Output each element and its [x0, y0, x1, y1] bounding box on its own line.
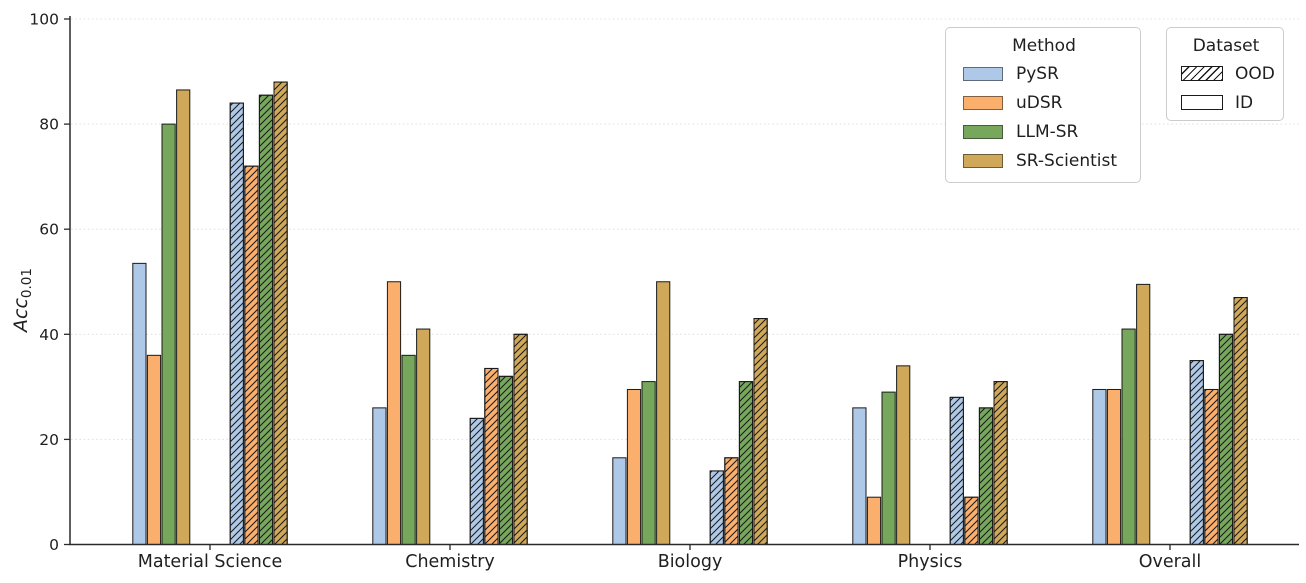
bar-udsr-ood-physics-hatch — [964, 496, 979, 545]
legend-dataset-items: OOD ID — [1179, 59, 1275, 117]
y-axis-label: Acc0.01 — [10, 268, 35, 334]
udsr-swatch-icon — [963, 95, 1003, 110]
bar-pysr-id-biology — [612, 457, 627, 546]
bar-udsr-ood-chemistry-hatch — [484, 367, 499, 545]
bar-sr-scientist-ood-physics-hatch — [993, 381, 1008, 545]
legend-item-label: OOD — [1235, 63, 1275, 84]
gridlines — [71, 18, 1299, 440]
legend-method-title: Method — [1012, 36, 1076, 56]
bar-llm-sr-ood-biology-hatch — [738, 381, 754, 545]
x-tick-label-chemistry: Chemistry — [405, 552, 495, 572]
x-tick-label-biology: Biology — [658, 552, 723, 572]
y-tick-label-40: 40 — [39, 326, 59, 344]
bar-llm-sr-id-biology — [641, 381, 656, 545]
bar-pysr-id-overall — [1092, 388, 1107, 546]
y-tick-label-20: 20 — [39, 431, 59, 449]
bar-pysr-ood-physics-hatch — [949, 396, 964, 545]
legend-item-pysr: PySR — [958, 59, 1130, 88]
bar-pysr-ood-material-science-hatch — [229, 102, 244, 546]
legend-item-label: ID — [1235, 92, 1254, 113]
bar-llm-sr-ood-material-science-hatch — [258, 94, 274, 545]
bar-pysr-ood-biology-hatch — [709, 470, 724, 545]
bar-llm-sr-id-material-science — [161, 123, 176, 545]
legend-method: Method PySR uDSR LLM-SR SR-Scientist — [945, 27, 1141, 183]
bar-sr-scientist-id-chemistry — [416, 328, 431, 546]
legend-item-label: uDSR — [1016, 92, 1063, 113]
id-swatch-icon — [1181, 95, 1223, 110]
bar-pysr-ood-chemistry-hatch — [469, 417, 484, 546]
legend-item-label: PySR — [1016, 63, 1059, 84]
x-tick-label-material-science: Material Science — [138, 552, 283, 572]
bar-udsr-id-biology — [626, 388, 642, 546]
bar-udsr-id-material-science — [146, 354, 162, 545]
bar-udsr-ood-material-science-hatch — [244, 165, 259, 545]
legend-item-sr-scientist: SR-Scientist — [958, 146, 1130, 175]
bar-udsr-ood-overall-hatch — [1204, 388, 1219, 546]
bar-llm-sr-id-physics — [881, 391, 896, 546]
bar-pysr-ood-overall-hatch — [1189, 360, 1204, 546]
legend-method-items: PySR uDSR LLM-SR SR-Scientist — [958, 59, 1130, 175]
bar-llm-sr-ood-overall-hatch — [1218, 333, 1234, 545]
bar-sr-scientist-ood-material-science-hatch — [273, 81, 288, 545]
bars — [132, 81, 1248, 546]
bar-pysr-id-chemistry — [372, 407, 387, 545]
legend-item-id: ID — [1179, 88, 1273, 117]
y-tick-label-100: 100 — [29, 11, 59, 29]
bar-llm-sr-id-chemistry — [401, 354, 416, 545]
bar-pysr-id-material-science — [132, 262, 147, 545]
y-tick-label-80: 80 — [39, 116, 59, 134]
bar-udsr-id-chemistry — [386, 281, 402, 545]
llm-sr-swatch-icon — [963, 124, 1003, 139]
bar-sr-scientist-ood-overall-hatch — [1233, 297, 1248, 546]
bar-udsr-id-overall — [1106, 388, 1122, 546]
legend-item-llm-sr: LLM-SR — [958, 117, 1130, 146]
bar-llm-sr-ood-chemistry-hatch — [498, 375, 514, 545]
bar-sr-scientist-id-biology — [656, 281, 671, 545]
bar-sr-scientist-id-material-science — [176, 89, 191, 545]
y-tick-label-60: 60 — [39, 221, 59, 239]
axes — [64, 16, 1299, 550]
bar-llm-sr-ood-physics-hatch — [978, 407, 994, 545]
legend-item-label: LLM-SR — [1016, 121, 1079, 142]
bar-sr-scientist-ood-chemistry-hatch — [513, 333, 528, 545]
legend-dataset-title: Dataset — [1192, 36, 1260, 56]
bar-udsr-ood-biology-hatch — [724, 457, 739, 546]
sr-scientist-swatch-icon — [963, 153, 1003, 168]
bar-sr-scientist-ood-biology-hatch — [753, 318, 768, 545]
bar-llm-sr-id-overall — [1121, 328, 1136, 546]
axis-labels: 0 20 40 60 80 100 Material Science Chemistry Bio… — [10, 11, 1201, 573]
bar-sr-scientist-id-physics — [896, 365, 911, 545]
x-tick-label-physics: Physics — [898, 552, 963, 572]
bar-sr-scientist-id-overall — [1136, 283, 1151, 545]
bar-udsr-id-physics — [866, 496, 882, 545]
pysr-swatch-icon — [963, 66, 1003, 81]
legend-item-udsr: uDSR — [958, 88, 1130, 117]
legend-item-label: SR-Scientist — [1016, 150, 1118, 171]
legend-item-ood: OOD — [1179, 59, 1275, 88]
ood-swatch-icon — [1181, 66, 1223, 81]
bar-pysr-id-physics — [852, 407, 867, 545]
legend-dataset: Dataset OOD ID — [1166, 27, 1284, 121]
x-tick-label-overall: Overall — [1139, 552, 1202, 572]
y-tick-label-0: 0 — [49, 536, 59, 554]
